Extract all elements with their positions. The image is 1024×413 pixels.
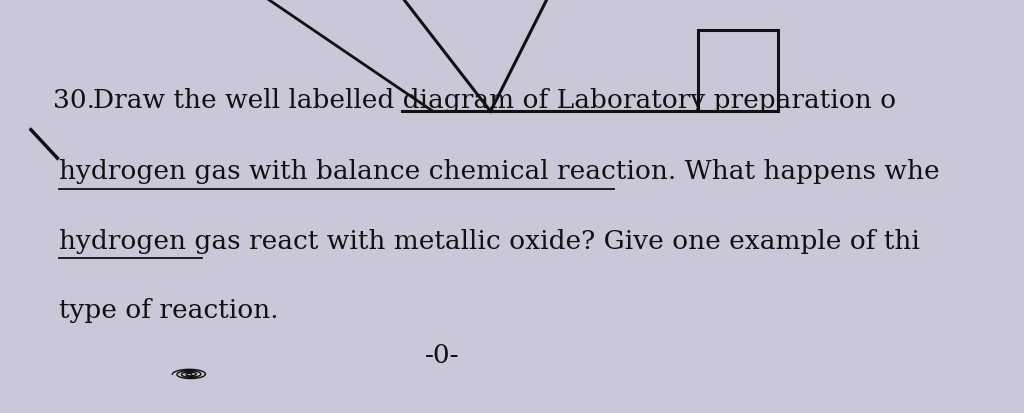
Text: Draw the well labelled diagram of Laboratory preparation o: Draw the well labelled diagram of Labora… bbox=[93, 88, 896, 113]
Text: hydrogen gas react with metallic oxide? Give one example of thi: hydrogen gas react with metallic oxide? … bbox=[59, 228, 921, 253]
Bar bbox=[698, 31, 778, 112]
Text: type of reaction.: type of reaction. bbox=[59, 297, 279, 322]
Text: -0-: -0- bbox=[425, 342, 459, 367]
Text: hydrogen gas with balance chemical reaction. What happens whe: hydrogen gas with balance chemical react… bbox=[59, 159, 940, 184]
Text: 30.: 30. bbox=[53, 88, 95, 113]
